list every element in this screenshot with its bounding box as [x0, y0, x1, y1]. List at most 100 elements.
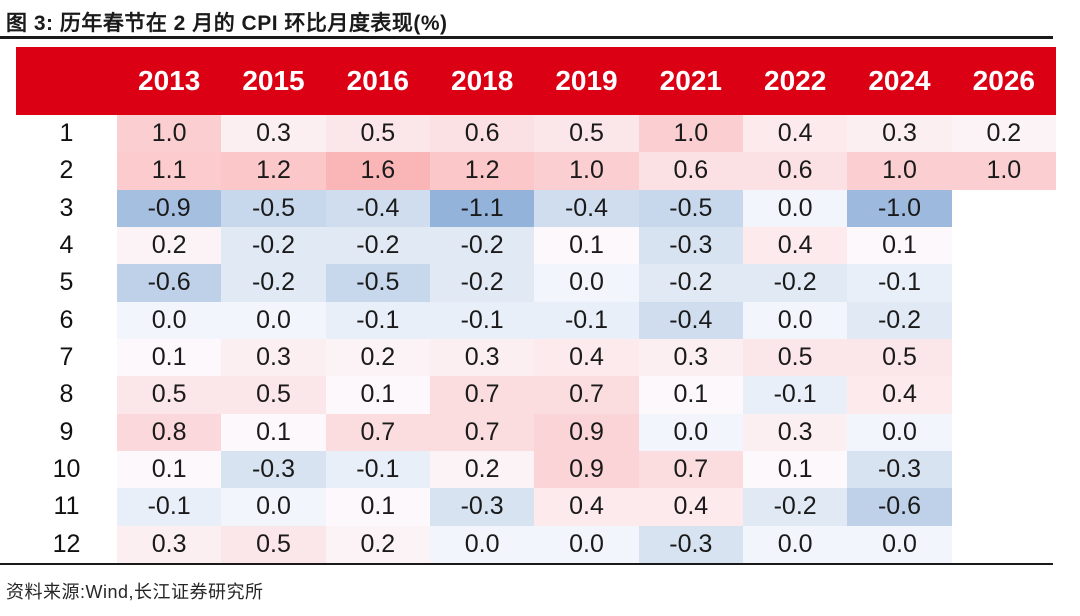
heatmap-cell-2015-m12: 0.5: [221, 525, 326, 563]
heatmap-cell-2024-m5: -0.1: [847, 264, 952, 302]
heatmap-cell-2019-m11: 0.4: [534, 488, 639, 526]
heatmap-cell-2015-m7: 0.3: [221, 338, 326, 377]
heatmap-cell-2021-m3: -0.5: [638, 189, 743, 227]
heatmap-cell-2019-m6: -0.1: [534, 301, 639, 339]
table-row-month-10: 10 0.1 -0.3 -0.1 0.2 0.9 0.7 0.1 -0.3: [16, 450, 1056, 489]
heatmap-cell-2016-m2: 1.6: [325, 152, 430, 190]
month-label: 6: [59, 305, 74, 334]
heatmap-cell-2024-m1: 0.3: [847, 115, 952, 153]
heatmap-cell-2026-m1: 0.2: [951, 115, 1056, 153]
heatmap-cell-2013-m10: 0.1: [117, 450, 222, 489]
month-label: 4: [59, 231, 74, 260]
month-label: 1: [59, 119, 74, 148]
heatmap-cell-2013-m8: 0.5: [117, 376, 222, 414]
heatmap-cell-2022-m2: 0.6: [743, 152, 848, 190]
heatmap-cell-2026-m7: [952, 339, 1056, 376]
heatmap-cell-2013-m1: 1.0: [117, 115, 222, 153]
table-row-month-2: 2 1.1 1.2 1.6 1.2 1.0 0.6 0.6 1.0 1.0: [16, 152, 1056, 190]
heatmap-cell-2013-m2: 1.1: [117, 152, 222, 190]
heatmap-cell-2021-m9: 0.0: [638, 413, 743, 451]
heatmap-cell-2016-m8: 0.1: [325, 376, 430, 414]
table-row-month-12: 12 0.3 0.5 0.2 0.0 0.0 -0.3 0.0 0.0: [16, 525, 1056, 563]
month-label: 5: [59, 268, 74, 297]
year-header-2022: 2022: [764, 65, 827, 96]
table-header-row: 2013 2015 2016 2018 2019 2021 2022 2024 2026: [16, 47, 1056, 115]
year-header-2019: 2019: [555, 65, 618, 96]
heatmap-cell-2022-m6: 0.0: [743, 301, 848, 339]
heatmap-cell-2016-m6: -0.1: [325, 301, 430, 339]
year-header-2018: 2018: [451, 65, 514, 96]
table-row-month-5: 5 -0.6 -0.2 -0.5 -0.2 0.0 -0.2 -0.2 -0.1: [16, 264, 1056, 302]
heatmap-cell-2021-m2: 0.6: [638, 152, 743, 190]
heatmap-cell-2015-m3: -0.5: [221, 189, 326, 227]
heatmap-cell-2021-m10: 0.7: [638, 450, 743, 489]
heatmap-cell-2024-m11: -0.6: [847, 488, 952, 526]
year-header-2024: 2024: [868, 65, 931, 96]
heatmap-cell-2015-m11: 0.0: [221, 488, 326, 526]
heatmap-cell-2016-m4: -0.2: [325, 226, 430, 265]
heatmap-cell-2024-m7: 0.5: [847, 338, 952, 377]
heatmap-cell-2015-m8: 0.5: [221, 376, 326, 414]
heatmap-cell-2013-m12: 0.3: [117, 525, 222, 563]
heatmap-cell-2021-m7: 0.3: [638, 338, 743, 377]
table-row-month-1: 1 1.0 0.3 0.5 0.6 0.5 1.0 0.4 0.3 0.2: [16, 115, 1056, 153]
heatmap-cell-2024-m6: -0.2: [847, 301, 952, 339]
heatmap-cell-2022-m10: 0.1: [743, 450, 848, 489]
heatmap-cell-2022-m7: 0.5: [743, 338, 848, 377]
heatmap-cell-2024-m4: 0.1: [847, 226, 952, 265]
heatmap-cell-2018-m8: 0.7: [430, 376, 535, 414]
heatmap-cell-2026-m6: [952, 302, 1056, 339]
heatmap-cell-2018-m3: -1.1: [430, 189, 535, 227]
table-row-month-3: 3 -0.9 -0.5 -0.4 -1.1 -0.4 -0.5 0.0 -1.0: [16, 189, 1056, 227]
footer-divider: [0, 563, 1053, 565]
heatmap-cell-2015-m5: -0.2: [221, 264, 326, 302]
heatmap-cell-2016-m10: -0.1: [325, 450, 430, 489]
heatmap-cell-2022-m12: 0.0: [743, 525, 848, 563]
heatmap-cell-2021-m5: -0.2: [638, 264, 743, 302]
heatmap-cell-2019-m12: 0.0: [534, 525, 639, 563]
heatmap-cell-2021-m12: -0.3: [638, 525, 743, 563]
heatmap-cell-2013-m3: -0.9: [117, 189, 222, 227]
heatmap-cell-2024-m10: -0.3: [847, 450, 952, 489]
heatmap-cell-2019-m1: 0.5: [534, 115, 639, 153]
heatmap-cell-2015-m9: 0.1: [221, 413, 326, 451]
heatmap-cell-2013-m4: 0.2: [117, 226, 222, 265]
heatmap-cell-2022-m4: 0.4: [743, 226, 848, 265]
month-label: 3: [59, 193, 74, 222]
heatmap-cell-2022-m11: -0.2: [743, 488, 848, 526]
table-body: 1 1.0 0.3 0.5 0.6 0.5 1.0 0.4 0.3 0.2 2 1.1 1.2 1.6 1.…: [16, 115, 1056, 563]
header-corner-cell: [16, 47, 117, 115]
heatmap-cell-2021-m6: -0.4: [638, 301, 743, 339]
heatmap-cell-2022-m1: 0.4: [743, 115, 848, 153]
title-divider: [0, 36, 1053, 39]
heatmap-cell-2016-m12: 0.2: [325, 525, 430, 563]
year-header-2015: 2015: [242, 65, 305, 96]
heatmap-cell-2015-m4: -0.2: [221, 226, 326, 265]
heatmap-cell-2024-m9: 0.0: [847, 413, 952, 451]
heatmap-cell-2026-m10: [952, 451, 1056, 488]
heatmap-cell-2016-m7: 0.2: [325, 338, 430, 377]
heatmap-cell-2013-m5: -0.6: [117, 264, 222, 302]
year-header-2013: 2013: [138, 65, 201, 96]
heatmap-cell-2015-m2: 1.2: [221, 152, 326, 190]
heatmap-cell-2015-m6: 0.0: [221, 301, 326, 339]
heatmap-cell-2016-m5: -0.5: [325, 264, 430, 302]
month-label: 12: [52, 529, 81, 558]
heatmap-cell-2018-m6: -0.1: [430, 301, 535, 339]
heatmap-cell-2024-m2: 1.0: [847, 152, 952, 190]
table-row-month-9: 9 0.8 0.1 0.7 0.7 0.9 0.0 0.3 0.0: [16, 413, 1056, 451]
heatmap-cell-2016-m1: 0.5: [325, 115, 430, 153]
heatmap-cell-2018-m5: -0.2: [430, 264, 535, 302]
heatmap-cell-2013-m9: 0.8: [117, 413, 222, 451]
heatmap-cell-2013-m6: 0.0: [117, 301, 222, 339]
heatmap-cell-2018-m1: 0.6: [430, 115, 535, 153]
heatmap-cell-2018-m10: 0.2: [430, 450, 535, 489]
heatmap-cell-2021-m8: 0.1: [638, 376, 743, 414]
heatmap-cell-2024-m12: 0.0: [847, 525, 952, 563]
heatmap-cell-2019-m4: 0.1: [534, 226, 639, 265]
heatmap-cell-2024-m8: 0.4: [847, 376, 952, 414]
source-note: 资料来源:Wind,长江证券研究所: [6, 582, 264, 602]
heatmap-cell-2021-m11: 0.4: [638, 488, 743, 526]
heatmap-cell-2013-m11: -0.1: [117, 488, 222, 526]
heatmap-cell-2018-m11: -0.3: [430, 488, 535, 526]
